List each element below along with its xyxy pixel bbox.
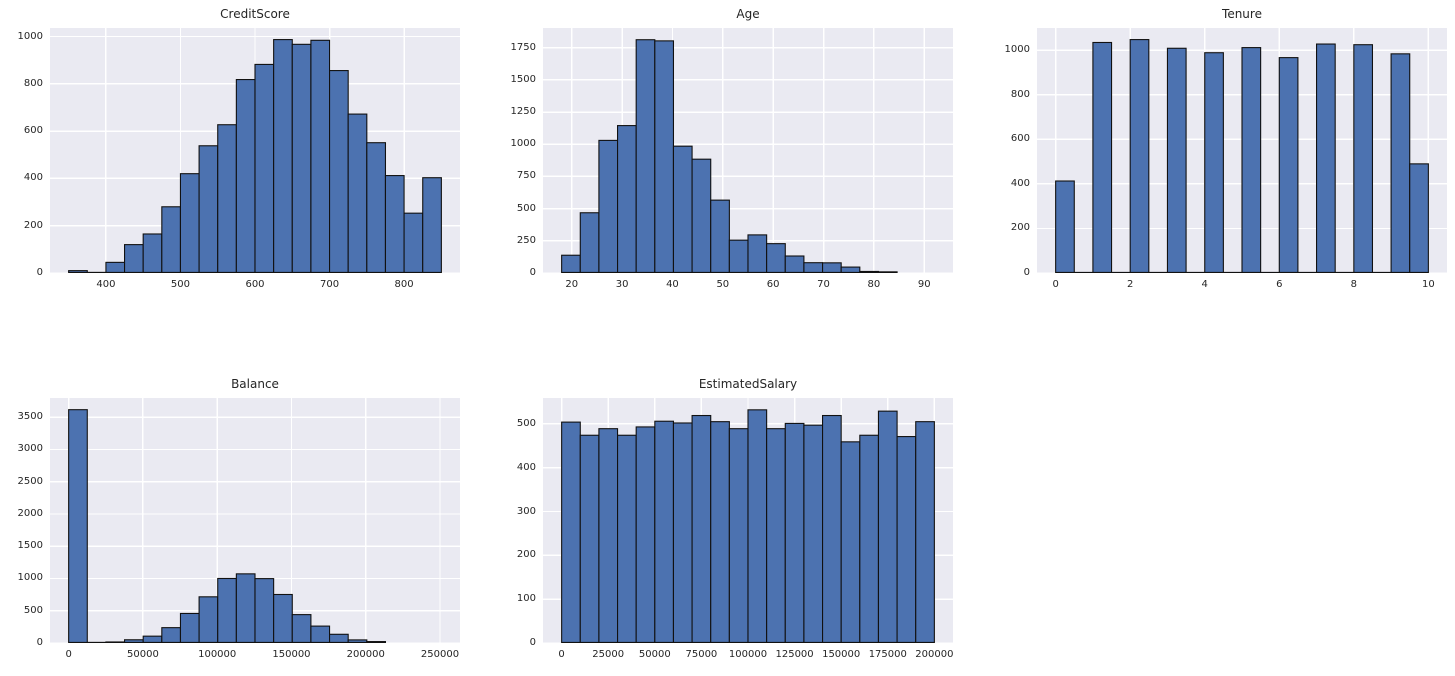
x-tick-label: 0 bbox=[65, 649, 72, 660]
y-tick-label: 600 bbox=[23, 125, 43, 137]
y-tick-label: 1000 bbox=[17, 572, 43, 584]
y-tick-label: 3500 bbox=[17, 411, 43, 423]
x-tick-label: 90 bbox=[917, 279, 931, 290]
x-tick-label: 4 bbox=[1201, 279, 1208, 290]
plot-area-tenure bbox=[1037, 28, 1447, 273]
y-tick-label: 1000 bbox=[1004, 44, 1030, 56]
chart-title-estimatedsalary: EstimatedSalary bbox=[698, 377, 798, 391]
x-tick-label: 8 bbox=[1350, 279, 1357, 290]
y-tick-label: 0 bbox=[36, 637, 43, 648]
x-tick-label: 200000 bbox=[346, 649, 385, 660]
y-tick-label: 3000 bbox=[17, 443, 43, 455]
y-tick-label: 400 bbox=[1010, 177, 1030, 189]
x-tick-label: 100000 bbox=[728, 649, 768, 660]
histogram-tenure: Tenure 0 200 400 600 800 1000 0 2 4 6 8 10 bbox=[1005, 7, 1447, 290]
y-tick-label: 400 bbox=[23, 172, 43, 184]
y-tick-label: 1000 bbox=[510, 138, 536, 150]
x-tick-label: 20 bbox=[565, 279, 579, 290]
histogram-balance: Balance 0 500 1000 1500 2000 2500 3000 3500 0 500… bbox=[18, 377, 460, 660]
y-tick-label: 2000 bbox=[17, 507, 43, 519]
x-tick-label: 125000 bbox=[775, 649, 814, 660]
x-tick-label: 175000 bbox=[868, 649, 907, 660]
x-tick-label: 70 bbox=[817, 279, 830, 290]
x-tick-label: 0 bbox=[1052, 279, 1059, 290]
y-tick-label: 100 bbox=[516, 593, 536, 605]
x-tick-label: 10 bbox=[1421, 279, 1435, 290]
y-tick-label: 800 bbox=[23, 77, 43, 89]
x-tick-label: 40 bbox=[666, 279, 679, 290]
x-tick-label: 50 bbox=[716, 279, 730, 290]
x-tick-label: 75000 bbox=[685, 649, 718, 660]
x-tick-label: 250000 bbox=[420, 649, 460, 660]
y-tick-label: 400 bbox=[516, 461, 536, 473]
y-tick-label: 1000 bbox=[17, 30, 43, 42]
plot-area-age bbox=[543, 28, 953, 273]
histogram-estimatedsalary: EstimatedSalary 0 100 200 300 400 500 0 25000 50… bbox=[517, 377, 954, 660]
x-tick-label: 200000 bbox=[915, 649, 954, 660]
chart-title-age: Age bbox=[736, 7, 760, 21]
x-tick-label: 400 bbox=[96, 279, 116, 290]
chart-title-tenure: Tenure bbox=[1222, 7, 1262, 21]
y-tick-label: 0 bbox=[36, 267, 43, 278]
y-tick-label: 0 bbox=[1023, 267, 1030, 278]
x-tick-label: 60 bbox=[766, 279, 780, 290]
histogram-age: Age 0 250 500 750 1000 1250 1500 1750 20 30 40 50 60… bbox=[511, 7, 953, 290]
y-tick-label: 500 bbox=[516, 202, 536, 214]
y-tick-label: 1250 bbox=[510, 106, 536, 118]
plot-area-creditscore bbox=[50, 28, 460, 273]
x-tick-label: 800 bbox=[394, 279, 414, 290]
plot-area-estimatedsalary bbox=[543, 398, 953, 643]
y-tick-label: 200 bbox=[23, 219, 43, 231]
y-tick-label: 500 bbox=[516, 417, 536, 429]
x-tick-label: 150000 bbox=[272, 649, 311, 660]
x-tick-label: 30 bbox=[615, 279, 629, 290]
x-tick-label: 150000 bbox=[822, 649, 861, 660]
x-tick-label: 50000 bbox=[638, 649, 671, 660]
x-tick-label: 500 bbox=[170, 279, 190, 290]
y-tick-label: 1500 bbox=[17, 540, 43, 552]
y-tick-label: 0 bbox=[529, 267, 536, 278]
plot-area-balance bbox=[50, 398, 460, 643]
x-tick-label: 0 bbox=[558, 649, 565, 660]
x-tick-label: 25000 bbox=[592, 649, 625, 660]
x-tick-label: 6 bbox=[1276, 279, 1283, 290]
y-tick-label: 800 bbox=[1010, 88, 1030, 100]
chart-title-balance: Balance bbox=[231, 377, 279, 391]
chart-title-creditscore: CreditScore bbox=[220, 7, 290, 21]
x-tick-label: 80 bbox=[867, 279, 881, 290]
y-tick-label: 0 bbox=[529, 637, 536, 648]
y-tick-label: 300 bbox=[516, 505, 536, 517]
y-tick-label: 1750 bbox=[510, 41, 536, 53]
y-tick-label: 500 bbox=[23, 604, 43, 616]
y-tick-label: 250 bbox=[516, 234, 536, 246]
y-tick-label: 200 bbox=[516, 549, 536, 561]
x-tick-label: 600 bbox=[245, 279, 265, 290]
x-tick-label: 2 bbox=[1126, 279, 1134, 290]
x-tick-label: 50000 bbox=[127, 649, 159, 660]
x-tick-label: 100000 bbox=[198, 649, 237, 660]
y-tick-label: 1500 bbox=[510, 73, 536, 85]
x-tick-label: 700 bbox=[319, 279, 340, 290]
y-tick-label: 2500 bbox=[17, 475, 43, 487]
y-tick-label: 200 bbox=[1010, 222, 1030, 234]
y-tick-label: 750 bbox=[516, 170, 536, 182]
y-tick-label: 600 bbox=[1010, 133, 1030, 145]
histogram-creditscore: CreditScore 0 200 400 600 800 1000 400 500 600 70… bbox=[18, 7, 460, 290]
